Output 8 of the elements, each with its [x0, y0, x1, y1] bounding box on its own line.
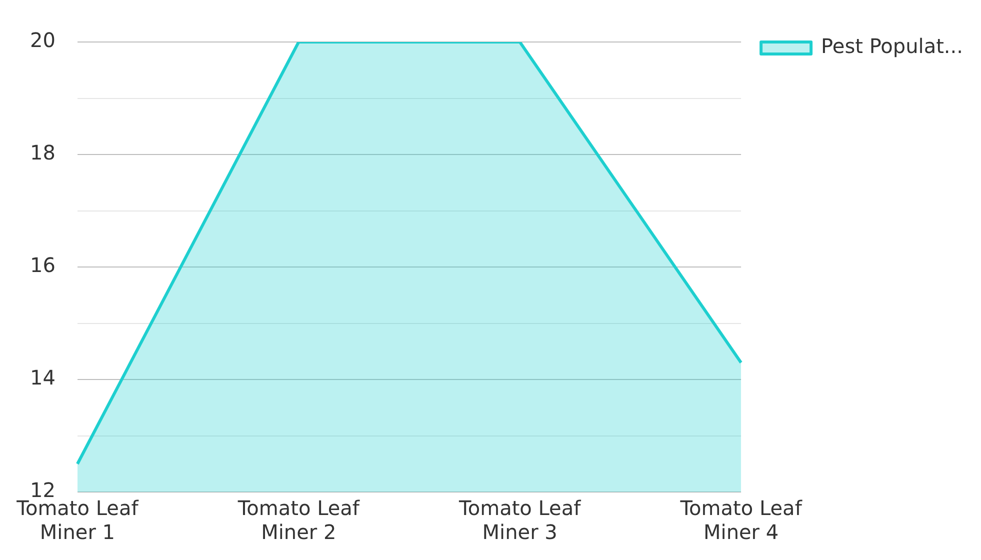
- x-tick-label: Tomato Leaf Miner 3: [458, 496, 582, 544]
- legend-label: Pest Populat...: [821, 34, 963, 58]
- y-tick-label: 20: [30, 28, 56, 52]
- y-tick-label: 14: [30, 366, 56, 390]
- y-tick-label: 18: [30, 140, 56, 165]
- x-tick-label: Tomato Leaf Miner 4: [679, 496, 803, 544]
- x-tick-label: Tomato Leaf Miner 2: [236, 496, 360, 544]
- y-tick-label: 16: [30, 253, 56, 278]
